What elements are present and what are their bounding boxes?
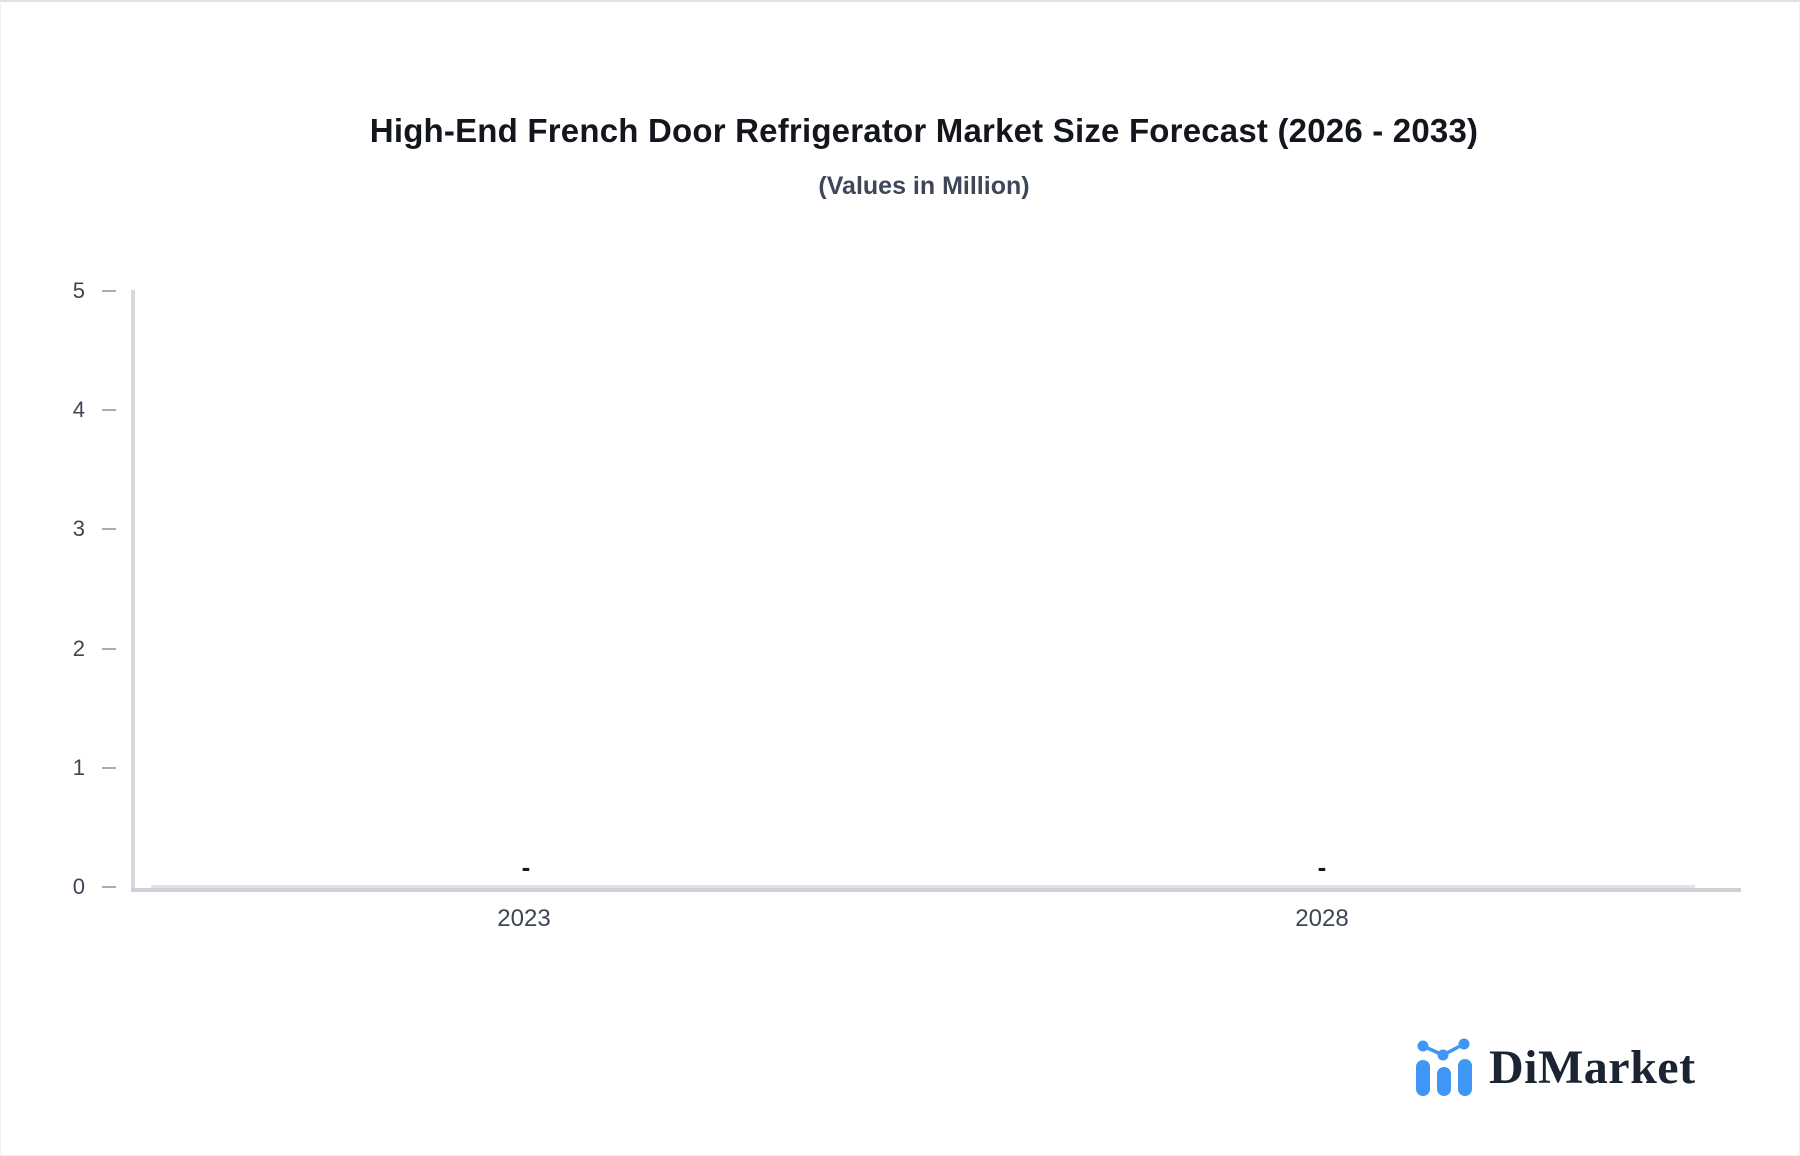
y-axis-tick: [102, 886, 116, 888]
x-axis-label-2023: 2023: [497, 905, 551, 932]
y-axis-tick: [102, 528, 116, 530]
chart-title: High-End French Door Refrigerator Market…: [369, 112, 1479, 149]
logo-text: DiMarket: [1489, 1041, 1696, 1094]
y-axis-line: [131, 290, 135, 891]
y-tick-label: 5: [72, 278, 85, 303]
data-label-2028: -: [1317, 852, 1327, 882]
x-axis-label-2028: 2028: [1295, 905, 1349, 932]
y-tick-label: 3: [72, 516, 85, 541]
dimarket-logo: DiMarket: [1413, 1038, 1696, 1096]
data-label-2023: -: [521, 852, 531, 882]
y-axis-tick: [102, 648, 116, 650]
y-axis-tick: [102, 409, 116, 411]
y-tick-label: 1: [72, 755, 85, 780]
y-tick-label: 0: [72, 874, 85, 899]
y-axis-tick: [102, 290, 116, 292]
chart-subtitle: (Values in Million): [818, 172, 1030, 200]
bar-chart-trend-dots-icon: [1416, 1038, 1472, 1096]
y-tick-label: 2: [72, 636, 85, 661]
y-axis-tick: [102, 767, 116, 769]
y-tick-label: 4: [72, 397, 85, 422]
x-axis-zero-gridline: [151, 885, 1695, 888]
x-axis-line: [131, 888, 1741, 892]
